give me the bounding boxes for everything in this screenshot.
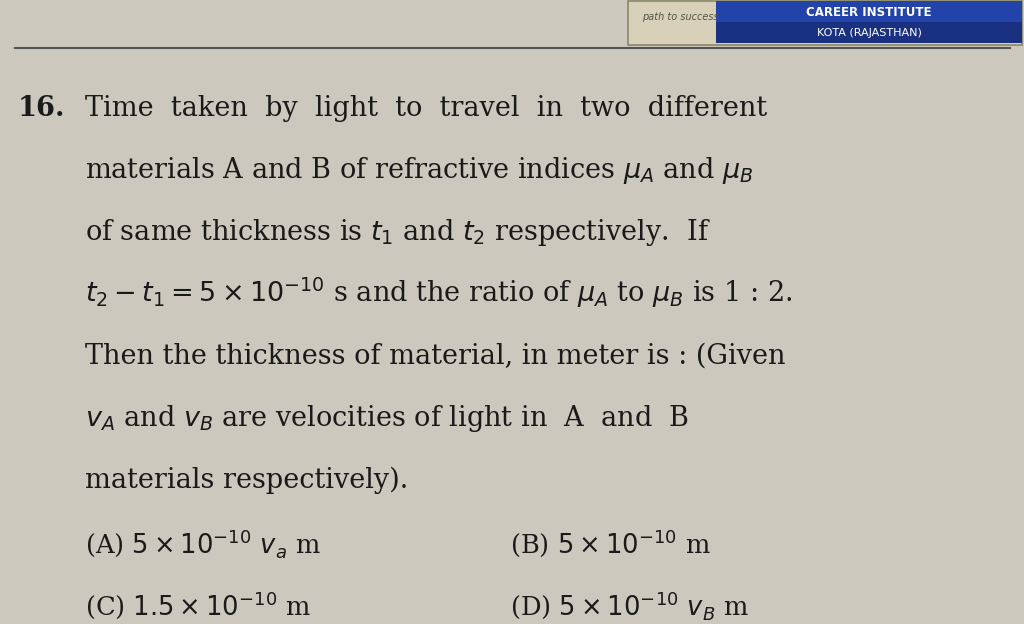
Bar bbox=[716, 1, 1022, 22]
Text: (A) $5 \times 10^{-10}$ $v_a$ m: (A) $5 \times 10^{-10}$ $v_a$ m bbox=[85, 527, 321, 560]
Text: (C) $1.5 \times 10^{-10}$ m: (C) $1.5 \times 10^{-10}$ m bbox=[85, 590, 311, 622]
Text: 16.: 16. bbox=[18, 95, 66, 122]
Text: (B) $5 \times 10^{-10}$ m: (B) $5 \times 10^{-10}$ m bbox=[510, 527, 711, 559]
Text: Time  taken  by  light  to  travel  in  two  different: Time taken by light to travel in two dif… bbox=[85, 95, 767, 122]
Text: materials respectively).: materials respectively). bbox=[85, 467, 409, 494]
Text: Then the thickness of material, in meter is : (Given: Then the thickness of material, in meter… bbox=[85, 343, 785, 370]
Text: (D) $5 \times 10^{-10}$ $v_B$ m: (D) $5 \times 10^{-10}$ $v_B$ m bbox=[510, 589, 750, 622]
Text: of same thickness is $t_1$ and $t_2$ respectively.  If: of same thickness is $t_1$ and $t_2$ res… bbox=[85, 217, 711, 248]
Text: KOTA (RAJASTHAN): KOTA (RAJASTHAN) bbox=[816, 28, 922, 38]
Text: $v_A$ and $v_B$ are velocities of light in  A  and  B: $v_A$ and $v_B$ are velocities of light … bbox=[85, 403, 689, 434]
Text: path to success: path to success bbox=[642, 12, 718, 22]
Text: materials A and B of refractive indices $\mu_A$ and $\mu_B$: materials A and B of refractive indices … bbox=[85, 155, 754, 186]
Text: $t_2 - t_1 = 5 \times 10^{-10}$ s and the ratio of $\mu_A$ to $\mu_B$ is 1 : 2.: $t_2 - t_1 = 5 \times 10^{-10}$ s and th… bbox=[85, 276, 793, 310]
Text: CAREER INSTITUTE: CAREER INSTITUTE bbox=[806, 6, 932, 19]
Bar bbox=[716, 22, 1022, 43]
Bar bbox=[628, 1, 1022, 45]
